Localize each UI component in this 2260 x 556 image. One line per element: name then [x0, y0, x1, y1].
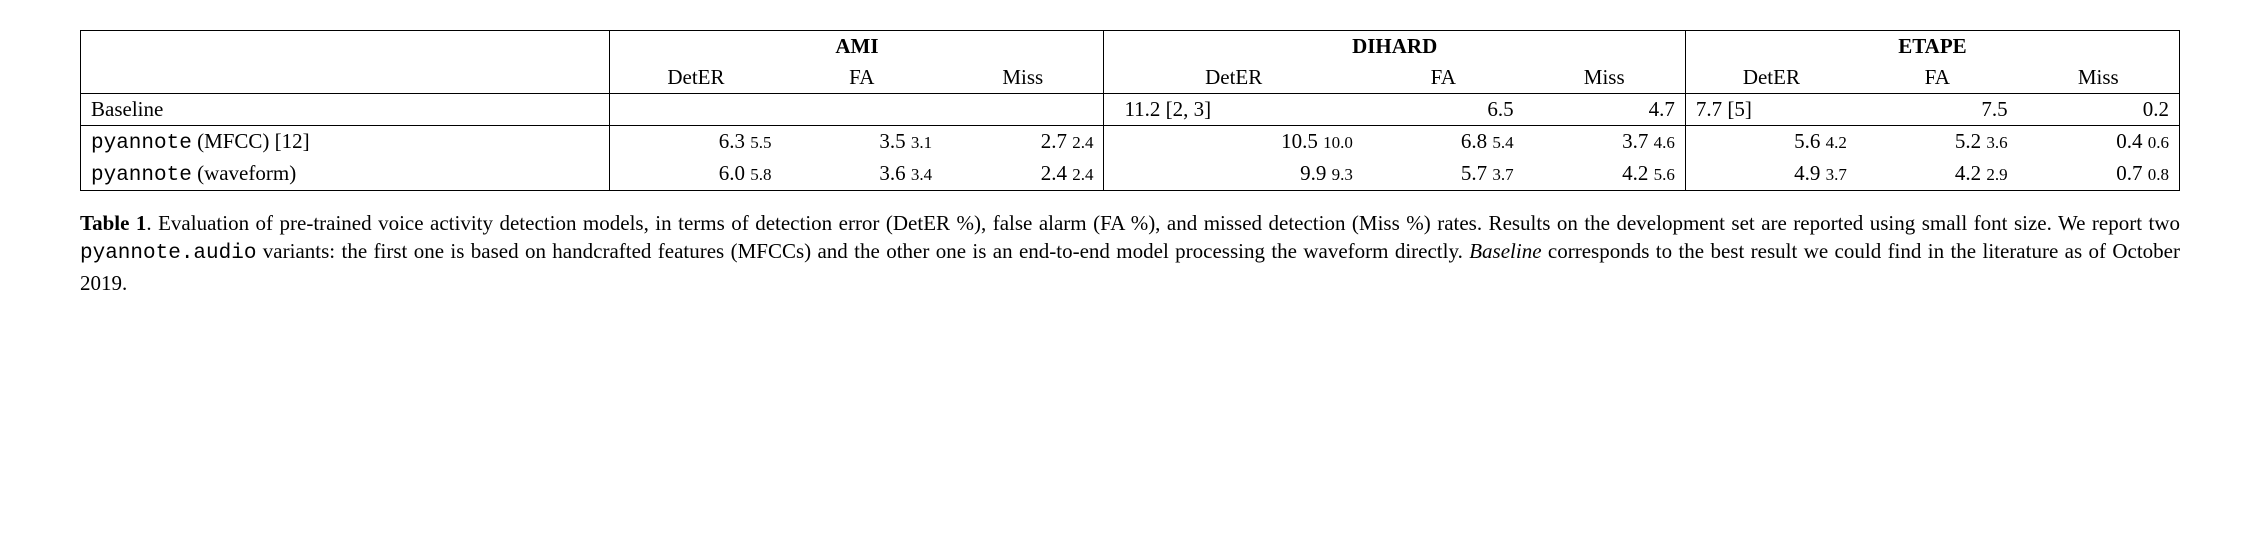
cell: 5.6 4.2 — [1685, 126, 1857, 159]
results-table: AMI DIHARD ETAPE DetER FA Miss DetER FA … — [80, 30, 2180, 191]
cell: 4.2 5.6 — [1524, 158, 1686, 191]
cell: 6.5 — [1363, 94, 1524, 126]
cell — [942, 94, 1104, 126]
cell: 3.5 3.1 — [781, 126, 942, 159]
table-row: pyannote (MFCC) [12] 6.3 5.5 3.5 3.1 2.7… — [81, 126, 2180, 159]
cell: 3.6 3.4 — [781, 158, 942, 191]
header-blank — [81, 31, 610, 63]
sub-miss-etape: Miss — [2018, 62, 2180, 94]
sub-deter-etape: DetER — [1685, 62, 1857, 94]
cell: 10.5 10.0 — [1104, 126, 1363, 159]
cell: 6.0 5.8 — [610, 158, 782, 191]
caption-label: Table 1 — [80, 211, 146, 235]
sub-deter-dihard: DetER — [1104, 62, 1363, 94]
table-row: Baseline 11.2 [2, 3] 6.5 4.7 7.7 [5] 7.5… — [81, 94, 2180, 126]
table-row: pyannote (waveform) 6.0 5.8 3.6 3.4 2.4 … — [81, 158, 2180, 191]
group-etape: ETAPE — [1685, 31, 2179, 63]
cell: 5.7 3.7 — [1363, 158, 1524, 191]
cell: 4.2 2.9 — [1857, 158, 2018, 191]
cell — [781, 94, 942, 126]
sub-deter-ami: DetER — [610, 62, 782, 94]
cell: 7.7 [5] — [1685, 94, 1857, 126]
cell: 0.7 0.8 — [2018, 158, 2180, 191]
cell: 6.8 5.4 — [1363, 126, 1524, 159]
row-label-mfcc: pyannote (MFCC) [12] — [81, 126, 610, 159]
sub-fa-dihard: FA — [1363, 62, 1524, 94]
cell: 2.7 2.4 — [942, 126, 1104, 159]
cell: 6.3 5.5 — [610, 126, 782, 159]
cell — [610, 94, 782, 126]
subheader-blank — [81, 62, 610, 94]
caption-text: variants: the first one is based on hand… — [256, 239, 1469, 263]
sub-miss-ami: Miss — [942, 62, 1104, 94]
cell: 11.2 [2, 3] — [1104, 94, 1363, 126]
sub-fa-etape: FA — [1857, 62, 2018, 94]
caption-code: pyannote.audio — [80, 242, 256, 265]
table-caption: Table 1. Evaluation of pre-trained voice… — [80, 209, 2180, 297]
cell: 3.7 4.6 — [1524, 126, 1686, 159]
sub-fa-ami: FA — [781, 62, 942, 94]
cell: 4.9 3.7 — [1685, 158, 1857, 191]
group-ami: AMI — [610, 31, 1104, 63]
cell: 0.4 0.6 — [2018, 126, 2180, 159]
cell: 9.9 9.3 — [1104, 158, 1363, 191]
cell: 2.4 2.4 — [942, 158, 1104, 191]
cell: 7.5 — [1857, 94, 2018, 126]
caption-text: . Evaluation of pre-trained voice activi… — [146, 211, 2180, 235]
cell: 0.2 — [2018, 94, 2180, 126]
caption-italic: Baseline — [1469, 239, 1541, 263]
sub-miss-dihard: Miss — [1524, 62, 1686, 94]
row-label-wave: pyannote (waveform) — [81, 158, 610, 191]
cell: 5.2 3.6 — [1857, 126, 2018, 159]
group-dihard: DIHARD — [1104, 31, 1685, 63]
cell: 4.7 — [1524, 94, 1686, 126]
row-label-baseline: Baseline — [81, 94, 610, 126]
